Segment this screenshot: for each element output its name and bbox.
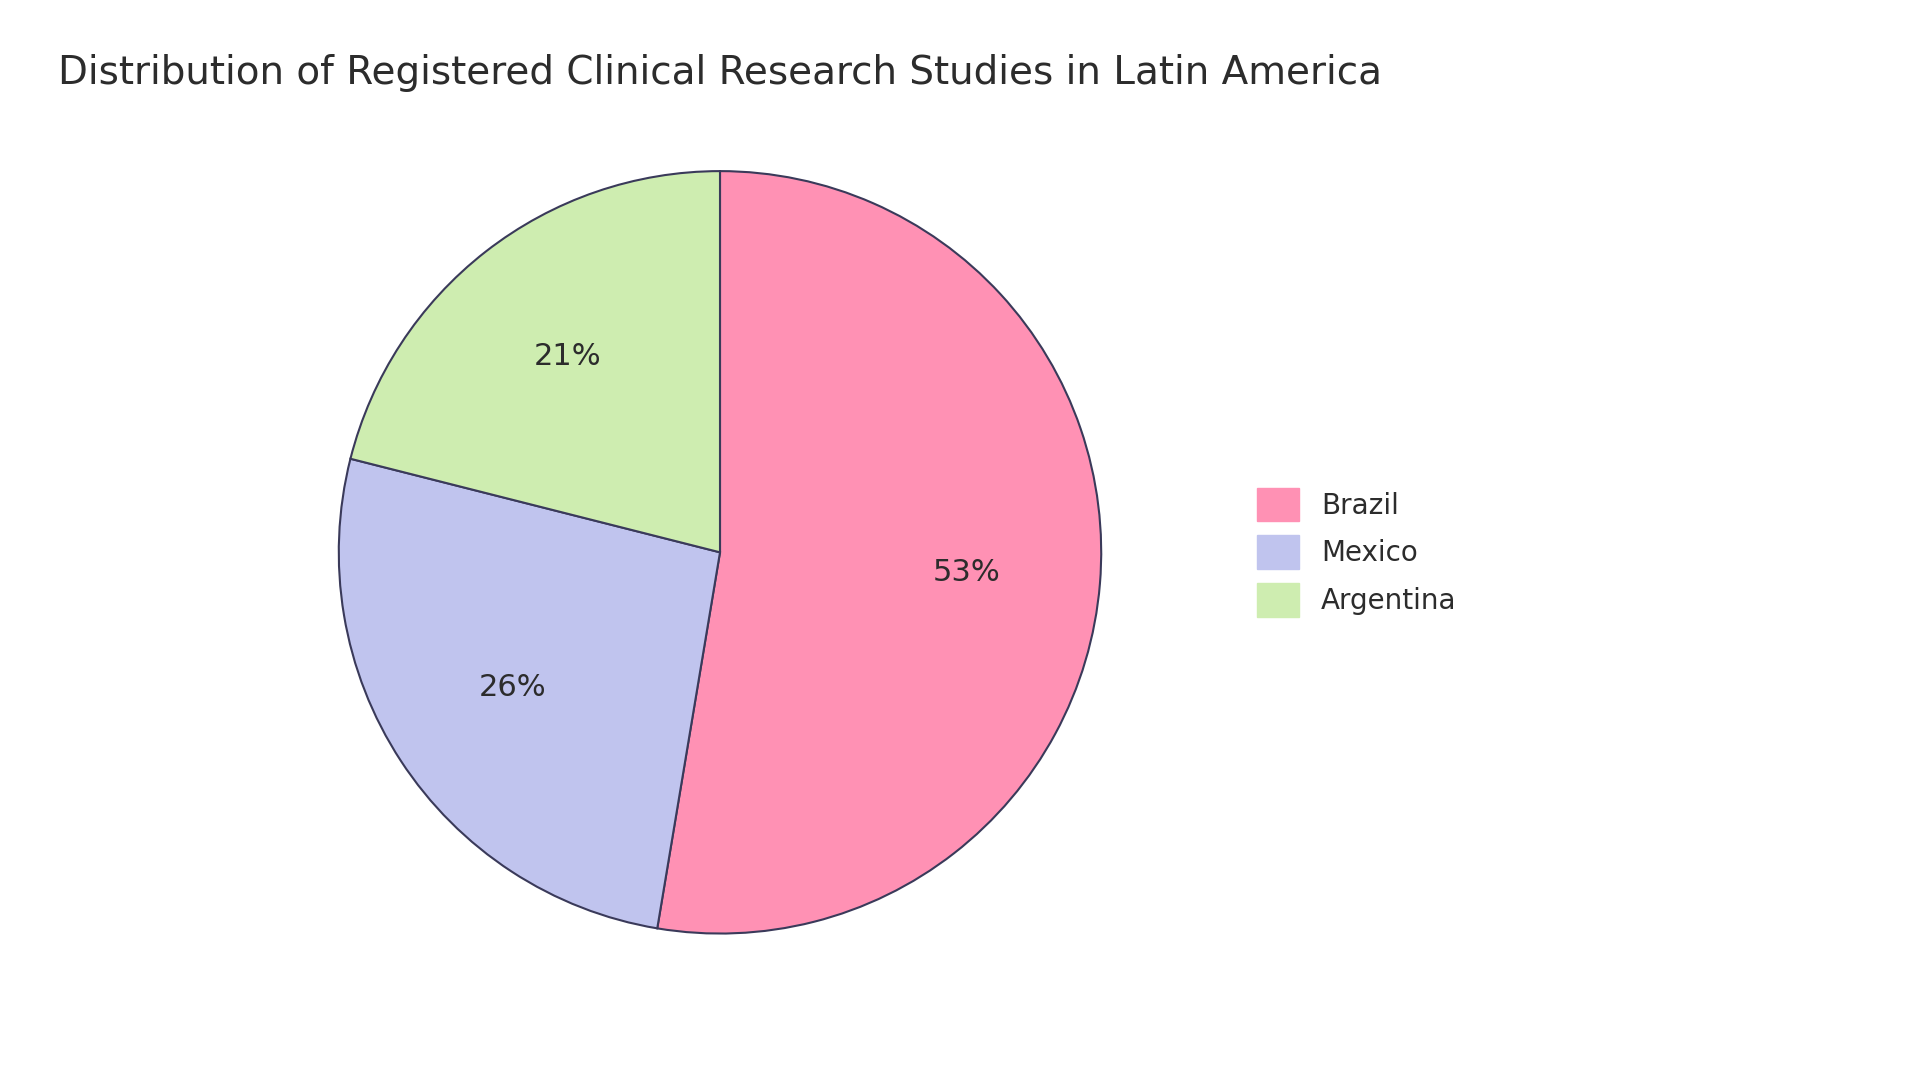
Text: 53%: 53% xyxy=(933,559,1000,587)
Text: 26%: 26% xyxy=(478,674,547,703)
Wedge shape xyxy=(351,171,720,552)
Wedge shape xyxy=(338,459,720,928)
Wedge shape xyxy=(657,171,1102,934)
Legend: Brazil, Mexico, Argentina: Brazil, Mexico, Argentina xyxy=(1229,460,1484,644)
Text: 21%: 21% xyxy=(534,342,601,371)
Text: Distribution of Registered Clinical Research Studies in Latin America: Distribution of Registered Clinical Rese… xyxy=(58,54,1382,92)
